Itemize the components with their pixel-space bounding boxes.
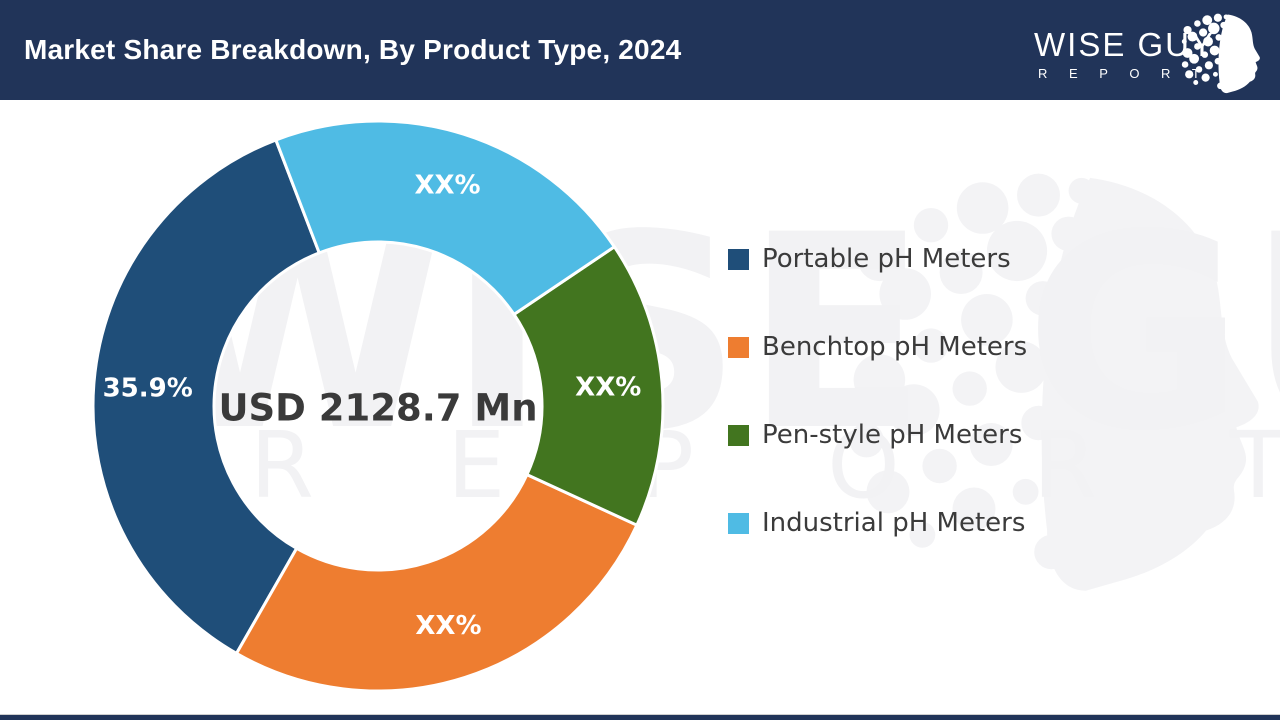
donut-center-value: USD 2128.7 Mn: [218, 387, 537, 430]
donut-segment-industrial-ph-meters: [274, 119, 616, 316]
legend-label: Portable pH Meters: [762, 244, 1011, 274]
legend-item-portable-ph-meters: Portable pH Meters: [728, 244, 1027, 274]
header-bar: Market Share Breakdown, By Product Type,…: [0, 0, 1280, 100]
legend-swatch: [728, 336, 749, 358]
legend-swatch: [728, 248, 749, 270]
page-title: Market Share Breakdown, By Product Type,…: [24, 34, 682, 65]
footer-bar: [0, 714, 1280, 720]
segment-value-label: XX%: [575, 372, 641, 402]
legend-label: Benchtop pH Meters: [762, 332, 1028, 362]
logo-subtext: R E P O R T S: [1038, 66, 1239, 81]
legend-swatch: [728, 424, 749, 446]
legend-label: Industrial pH Meters: [762, 508, 1026, 538]
wiseguy-logo-head-icon: [1181, 13, 1260, 94]
donut-segment-pen-style-ph-meters: [512, 245, 665, 527]
segment-value-label: XX%: [415, 611, 481, 641]
donut-chart: 35.9% XX% XX% XX% USD 2128.7 Mn: [91, 119, 665, 693]
donut-segment-benchtop-ph-meters: [235, 473, 639, 693]
legend-label: Pen-style pH Meters: [762, 420, 1023, 450]
watermark-head-icon: [849, 173, 1259, 591]
segment-value-label: XX%: [414, 171, 480, 201]
legend: Portable pH Meters Benchtop pH Meters Pen-…: [728, 244, 1027, 538]
legend-swatch: [728, 512, 749, 534]
segment-value-label: 35.9%: [103, 373, 193, 403]
legend-item-industrial-ph-meters: Industrial pH Meters: [728, 508, 1027, 538]
legend-item-pen-style-ph-meters: Pen-style pH Meters: [728, 420, 1027, 450]
donut-segment-portable-ph-meters: [91, 138, 321, 655]
wiseguy-logo: WISE GUY R E P O R T S: [1034, 10, 1264, 94]
legend-item-benchtop-ph-meters: Benchtop pH Meters: [728, 332, 1027, 362]
logo-wordmark: WISE GUY: [1034, 26, 1216, 63]
